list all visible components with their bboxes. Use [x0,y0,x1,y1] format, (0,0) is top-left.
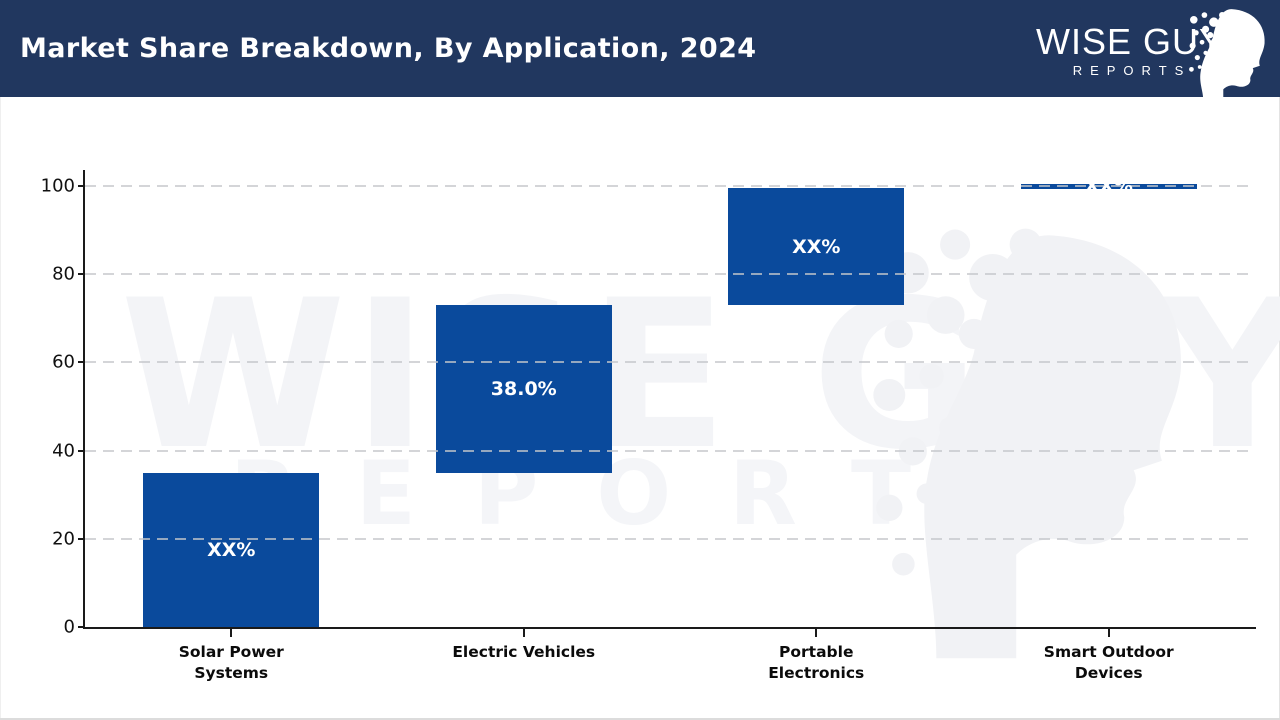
gridline [85,273,1255,276]
x-axis-category-line: Electronics [768,664,865,682]
x-axis-category-label: Electric Vehicles [452,642,595,663]
y-axis-tick [78,626,85,628]
gridline [85,185,1255,187]
gridline [85,449,1255,452]
y-axis-tick [78,361,85,364]
x-axis-category-label: Smart Outdoor Devices [1044,642,1174,684]
chart-title: Market Share Breakdown, By Application, … [20,33,757,64]
x-axis-tick [815,629,818,637]
y-axis-tick-label: 100 [40,175,75,197]
y-axis-tick-label: 0 [63,616,75,638]
x-axis-tick [1107,629,1110,637]
header: Market Share Breakdown, By Application, … [0,0,1280,100]
x-axis-category-line: Devices [1074,664,1143,682]
y-axis-tick-label: 60 [52,351,75,373]
x-axis-category-label: Solar Power Systems [179,642,284,684]
bar-value-label: XX% [207,538,256,561]
gridline [85,537,1255,540]
logo-text-wiseguy: WISE GUY [1036,21,1225,62]
logo-wordmark: WISE GUY REPORTS [1036,21,1225,79]
x-axis-category-line: Systems [194,664,269,682]
bar-value-label: XX% [792,235,841,258]
x-axis-category-label: Portable Electronics [768,642,864,684]
x-axis-category-line: Smart Outdoor [1043,643,1174,661]
logo-text-reports: REPORTS [1072,63,1192,78]
y-axis-tick [78,449,85,452]
x-axis-tick [230,629,233,637]
bar [435,305,612,473]
logo-face-dots-icon [1189,9,1265,100]
gridline [85,361,1255,364]
bar [143,472,320,627]
y-axis-line [83,170,85,629]
y-axis-tick [78,537,85,540]
x-axis-category-line: Electric Vehicles [452,643,596,661]
bar-value-label: 38.0% [490,377,557,400]
plot-area: 0 20 40 60 80 100 XX% Solar Power Systems 38.0% El… [0,97,1280,720]
y-axis-tick-label: 20 [52,528,75,550]
y-axis-tick [78,273,85,276]
y-axis-tick-label: 80 [52,263,75,285]
bar-value-label: XX% [1084,175,1133,197]
x-axis-line [83,627,1256,629]
y-axis-tick [78,185,85,187]
y-axis-tick-label: 40 [52,440,75,462]
x-axis-category-line: Portable [779,643,854,661]
wiseguy-logo: WISE GUY REPORTS [1010,6,1266,100]
x-axis-category-line: Solar Power [178,643,284,661]
bar [728,188,905,306]
x-axis-tick [522,629,525,637]
